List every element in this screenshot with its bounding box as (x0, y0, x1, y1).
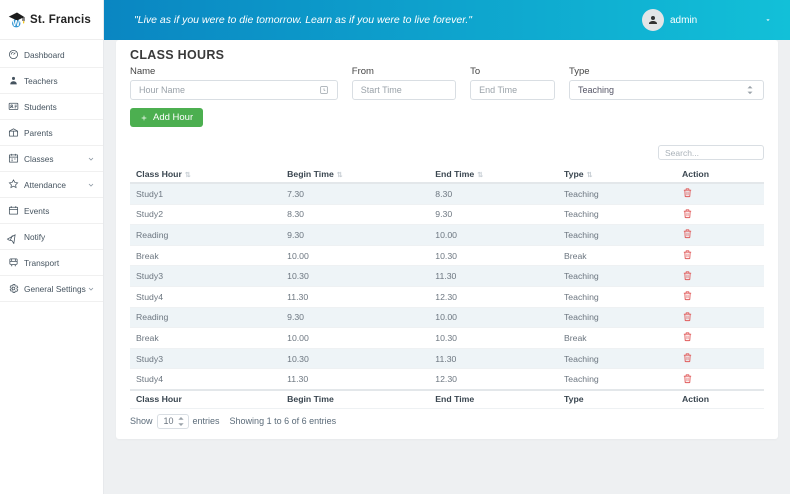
svg-text:W: W (13, 19, 21, 28)
